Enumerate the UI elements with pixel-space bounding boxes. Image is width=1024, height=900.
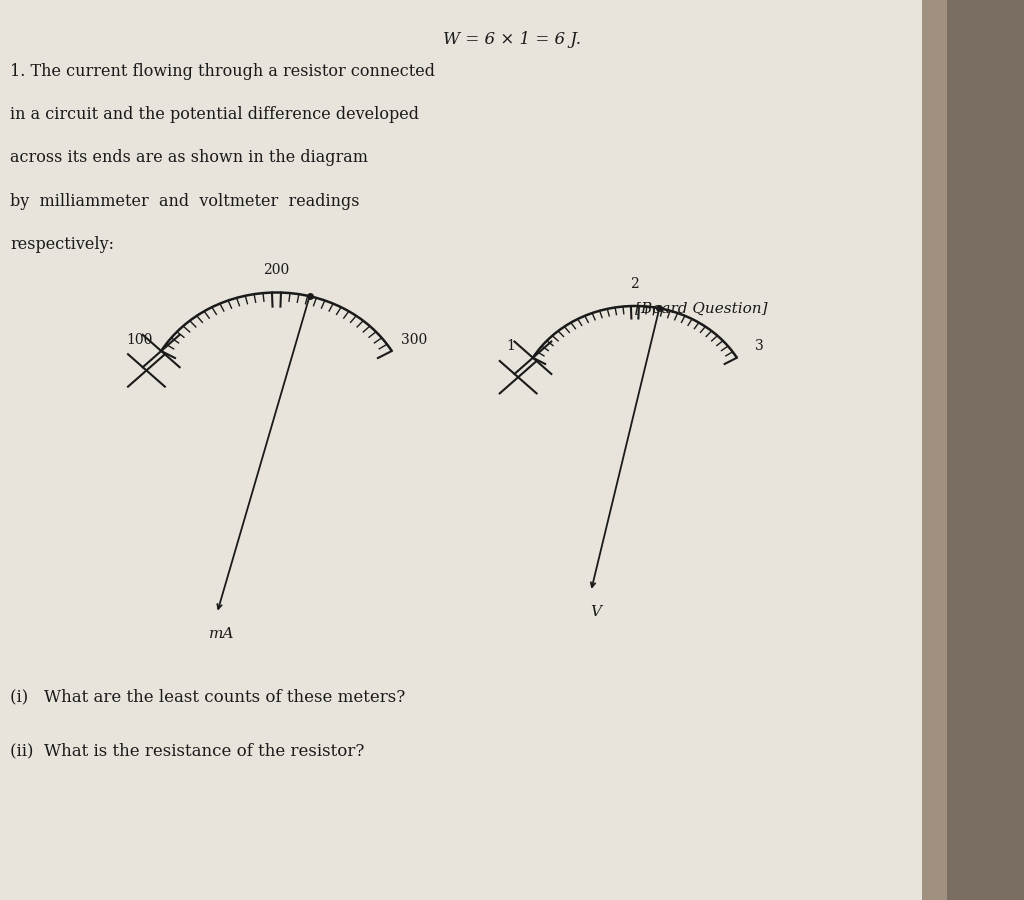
Text: 1. The current flowing through a resistor connected: 1. The current flowing through a resisto… (10, 63, 435, 80)
Text: in a circuit and the potential difference developed: in a circuit and the potential differenc… (10, 106, 419, 123)
Text: 2: 2 (631, 276, 639, 291)
FancyBboxPatch shape (0, 0, 942, 900)
Text: [Board Question]: [Board Question] (635, 302, 768, 316)
Text: 1: 1 (506, 339, 515, 354)
Text: respectively:: respectively: (10, 236, 115, 253)
Text: 200: 200 (263, 263, 290, 277)
Text: W = 6 × 1 = 6 J.: W = 6 × 1 = 6 J. (443, 32, 581, 49)
Text: (i)   What are the least counts of these meters?: (i) What are the least counts of these m… (10, 688, 406, 706)
Text: 3: 3 (755, 339, 764, 354)
Text: across its ends are as shown in the diagram: across its ends are as shown in the diag… (10, 149, 369, 166)
Bar (947, 0, 1024, 900)
Text: by  milliammeter  and  voltmeter  readings: by milliammeter and voltmeter readings (10, 193, 359, 210)
Text: mA: mA (209, 627, 234, 641)
Bar (922, 0, 957, 900)
Text: (ii)  What is the resistance of the resistor?: (ii) What is the resistance of the resis… (10, 742, 365, 760)
Text: 300: 300 (400, 333, 427, 346)
Text: V: V (591, 605, 601, 619)
Text: 100: 100 (126, 333, 153, 346)
